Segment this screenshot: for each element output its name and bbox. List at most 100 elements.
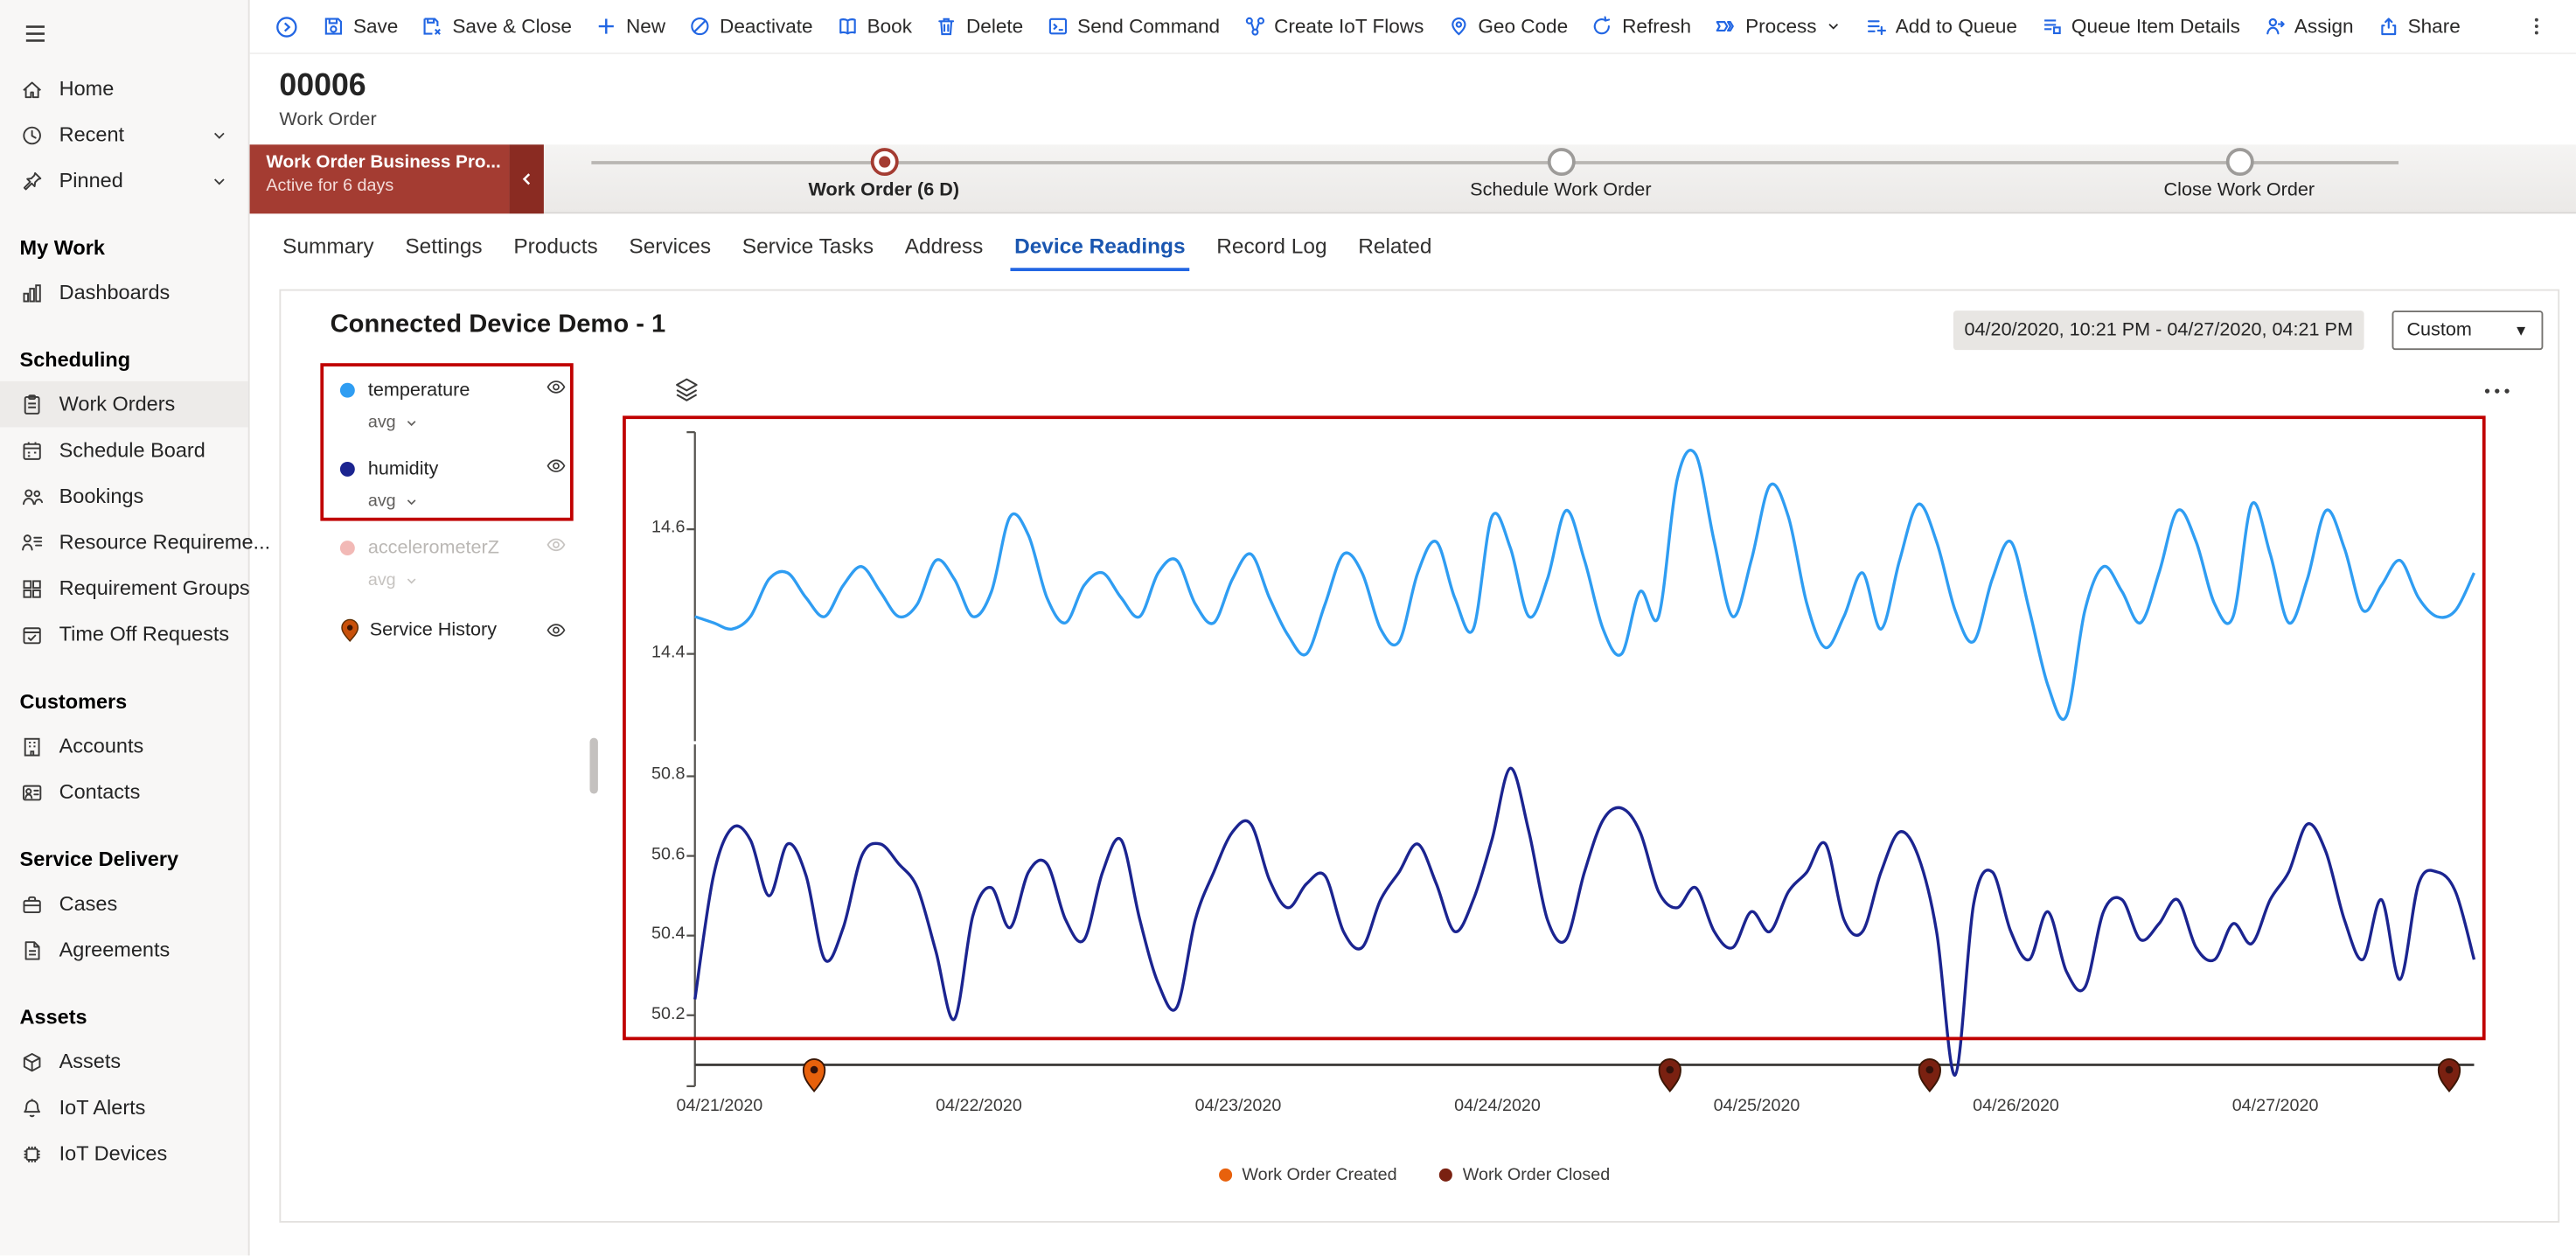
tab-service-tasks[interactable]: Service Tasks bbox=[741, 233, 874, 258]
bpf-stage-schedule-work-order[interactable]: Schedule Work Order bbox=[1380, 148, 1741, 200]
bpf-status: Active for 6 days bbox=[266, 176, 394, 196]
tab-record-log[interactable]: Record Log bbox=[1216, 233, 1327, 258]
refresh-button[interactable]: Refresh bbox=[1579, 0, 1702, 52]
date-range-display[interactable]: 04/20/2020, 10:21 PM - 04/27/2020, 04:21… bbox=[1953, 311, 2364, 351]
eye-icon[interactable] bbox=[546, 376, 567, 397]
create-iot-flows-button[interactable]: Create IoT Flows bbox=[1231, 0, 1435, 52]
tab-services[interactable]: Services bbox=[629, 233, 712, 258]
sidebar-item-assets[interactable]: Assets bbox=[0, 1038, 248, 1085]
sidebar-item-bookings[interactable]: Bookings bbox=[0, 473, 248, 520]
x-tick-label: 04/24/2020 bbox=[1454, 1096, 1541, 1116]
sidebar-item-contacts[interactable]: Contacts bbox=[0, 769, 248, 815]
event-legend: Work Order Created Work Order Closed bbox=[623, 1165, 2206, 1185]
sidebar-item-resource-requirements[interactable]: Resource Requireme... bbox=[0, 520, 270, 566]
sidebar-item-accounts[interactable]: Accounts bbox=[0, 723, 248, 770]
stage-active-circle bbox=[869, 148, 898, 177]
x-tick-label: 04/27/2020 bbox=[2231, 1096, 2319, 1116]
nav-menu-button[interactable] bbox=[0, 0, 248, 66]
aggregation-select[interactable]: avg bbox=[368, 570, 437, 590]
document-icon bbox=[20, 938, 45, 962]
legend-item-accelerometerz[interactable]: accelerometerZ avg bbox=[339, 534, 574, 590]
y-tick-label: 14.6 bbox=[651, 517, 686, 538]
temperature-series-dot bbox=[339, 383, 355, 399]
calendar-icon bbox=[20, 438, 45, 463]
deactivate-icon bbox=[688, 15, 711, 38]
bpf-collapse-button[interactable] bbox=[509, 144, 544, 214]
more-commands-button[interactable] bbox=[2514, 0, 2560, 52]
x-tick-label: 04/25/2020 bbox=[1713, 1096, 1800, 1116]
new-button[interactable]: New bbox=[583, 0, 677, 52]
sidebar-item-label: Assets bbox=[59, 1050, 122, 1073]
tab-products[interactable]: Products bbox=[513, 233, 598, 258]
sidebar-item-work-orders[interactable]: Work Orders bbox=[0, 380, 248, 428]
panel-resize-handle[interactable] bbox=[589, 737, 598, 794]
bpf-name-box[interactable]: Work Order Business Pro... Active for 6 … bbox=[249, 144, 510, 214]
nav-section-assets: Assets bbox=[19, 1005, 87, 1029]
bell-icon bbox=[20, 1095, 45, 1120]
tab-device-readings[interactable]: Device Readings bbox=[1011, 230, 1189, 272]
sidebar-item-dashboards[interactable]: Dashboards bbox=[0, 269, 248, 316]
add-to-queue-icon bbox=[1864, 15, 1887, 38]
service-history-pin-closed bbox=[1918, 1057, 1941, 1092]
sidebar-item-iot-alerts[interactable]: IoT Alerts bbox=[0, 1085, 248, 1131]
book-button[interactable]: Book bbox=[825, 0, 923, 52]
sidebar-item-label: Work Orders bbox=[59, 393, 176, 416]
eye-icon[interactable] bbox=[546, 534, 567, 555]
business-process-flow: Work Order Business Pro... Active for 6 … bbox=[249, 144, 2576, 214]
tab-address[interactable]: Address bbox=[904, 233, 984, 258]
sidebar-item-time-off-requests[interactable]: Time Off Requests bbox=[0, 611, 248, 658]
sidebar-item-pinned[interactable]: Pinned bbox=[0, 157, 248, 204]
deactivate-button[interactable]: Deactivate bbox=[677, 0, 825, 52]
eye-icon[interactable] bbox=[546, 619, 567, 640]
stage-circle bbox=[2224, 148, 2253, 177]
accelerometerz-series-dot bbox=[339, 541, 355, 556]
chart-more-options-button[interactable] bbox=[2482, 380, 2512, 402]
queue-item-details-button[interactable]: Queue Item Details bbox=[2029, 0, 2252, 52]
save-button[interactable]: Save bbox=[310, 0, 409, 52]
add-to-queue-button[interactable]: Add to Queue bbox=[1853, 0, 2029, 52]
chevron-left-icon bbox=[517, 170, 537, 190]
sidebar-item-home[interactable]: Home bbox=[0, 66, 248, 112]
time-range-select[interactable]: Custom ▼ bbox=[2392, 311, 2544, 351]
send-command-button[interactable]: Send Command bbox=[1034, 0, 1231, 52]
tab-summary[interactable]: Summary bbox=[282, 233, 374, 258]
share-button[interactable]: Share bbox=[2365, 0, 2472, 52]
tab-related[interactable]: Related bbox=[1358, 233, 1432, 258]
humidity-line bbox=[693, 766, 2476, 1077]
process-button[interactable]: Process bbox=[1702, 0, 1853, 52]
legend-item-service-history[interactable]: Service History bbox=[340, 617, 574, 646]
sidebar-item-requirement-groups[interactable]: Requirement Groups bbox=[0, 565, 250, 611]
geo-code-button[interactable]: Geo Code bbox=[1436, 0, 1580, 52]
bpf-stage-work-order[interactable]: Work Order (6 D) bbox=[703, 148, 1064, 200]
sidebar-item-label: Accounts bbox=[59, 734, 144, 758]
legend-item-temperature[interactable]: temperature avg bbox=[339, 376, 574, 432]
legend-item-humidity[interactable]: humidity avg bbox=[339, 455, 574, 511]
save-and-close-button[interactable]: Save & Close bbox=[409, 0, 583, 52]
chevron-down-icon bbox=[1825, 18, 1841, 35]
building-icon bbox=[20, 734, 45, 758]
chevron-down-icon[interactable] bbox=[210, 171, 228, 190]
form-tabs: Summary Settings Products Services Servi… bbox=[279, 230, 1435, 272]
aggregation-select[interactable]: avg bbox=[368, 413, 437, 432]
contact-card-icon bbox=[20, 779, 45, 804]
sidebar-item-label: Pinned bbox=[59, 169, 123, 192]
y-tick-label: 50.2 bbox=[651, 1003, 686, 1024]
trash-icon bbox=[935, 15, 957, 38]
chevron-down-icon[interactable] bbox=[210, 126, 228, 144]
layers-icon bbox=[673, 376, 700, 402]
record-set-navigator-button[interactable] bbox=[263, 0, 310, 52]
delete-button[interactable]: Delete bbox=[923, 0, 1034, 52]
sidebar-item-schedule-board[interactable]: Schedule Board bbox=[0, 427, 248, 473]
book-icon bbox=[836, 15, 859, 38]
save-icon bbox=[322, 15, 345, 38]
tab-settings[interactable]: Settings bbox=[405, 233, 483, 258]
sidebar-item-cases[interactable]: Cases bbox=[0, 881, 248, 927]
sidebar-item-iot-devices[interactable]: IoT Devices bbox=[0, 1131, 248, 1177]
sidebar-item-recent[interactable]: Recent bbox=[0, 112, 248, 158]
layers-toggle-button[interactable] bbox=[673, 376, 700, 402]
eye-icon[interactable] bbox=[546, 455, 567, 476]
bpf-stage-close-work-order[interactable]: Close Work Order bbox=[2058, 148, 2419, 200]
assign-button[interactable]: Assign bbox=[2252, 0, 2365, 52]
aggregation-select[interactable]: avg bbox=[368, 492, 437, 511]
sidebar-item-agreements[interactable]: Agreements bbox=[0, 927, 248, 973]
